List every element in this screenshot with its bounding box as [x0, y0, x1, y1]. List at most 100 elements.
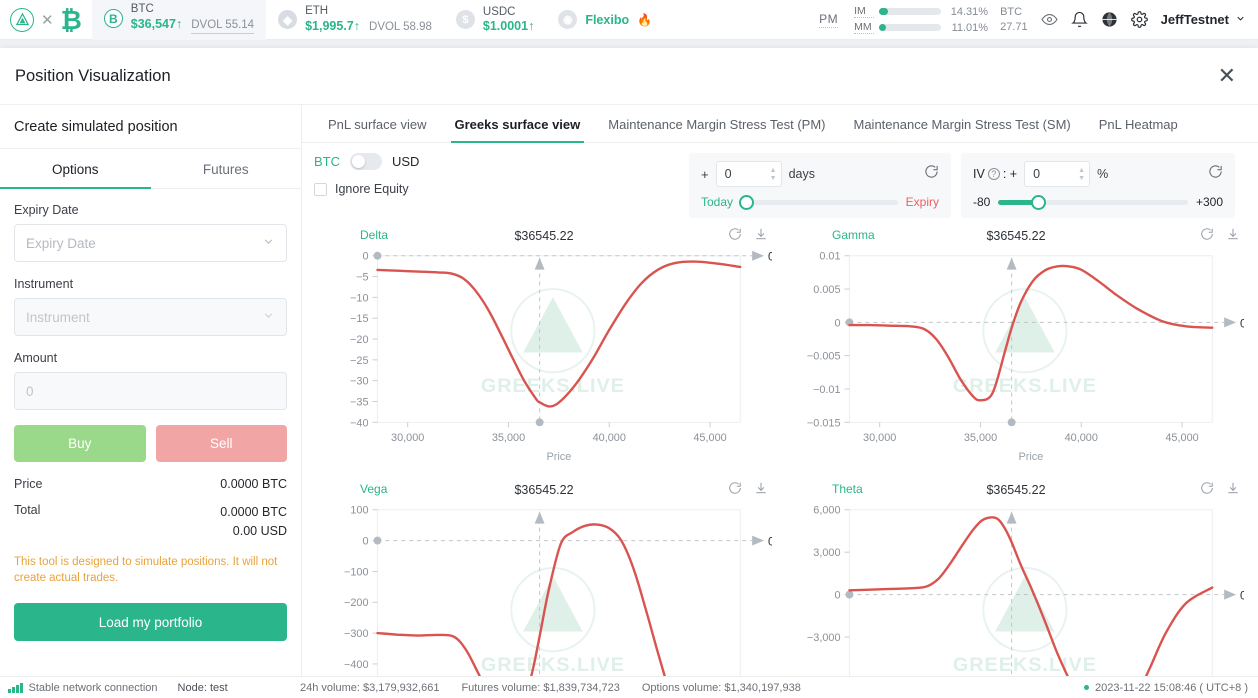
eye-icon[interactable]	[1035, 5, 1065, 35]
visualization-panel: PnL surface view Greeks surface view Mai…	[302, 105, 1258, 678]
svg-text:−40: −40	[350, 417, 368, 429]
svg-text:GREEKS.LIVE: GREEKS.LIVE	[481, 654, 625, 676]
chart-canvas-gamma: 0.01 0.005 0 −0.005 −0.01 −0.015 30,000 35,000 4…	[807, 251, 1244, 463]
iv-slider-track[interactable]	[998, 194, 1188, 210]
svg-text:Price: Price	[546, 451, 571, 463]
total-btc: 0.0000 BTC	[220, 505, 287, 519]
slider-label-min: -80	[973, 195, 991, 209]
svg-text:−0.015: −0.015	[807, 417, 841, 429]
ignore-equity-checkbox[interactable]	[314, 182, 327, 196]
chart-canvas-theta: 6,0003,0000−3,000−6,000−9,000GREEKS.LIVE…	[807, 505, 1244, 678]
tab-greeks-surface-view[interactable]: Greeks surface view	[441, 117, 595, 143]
portfolio-margin-badge[interactable]: PM	[819, 11, 839, 28]
download-icon[interactable]	[1226, 227, 1240, 246]
ticker-flexibo[interactable]: ◉ Flexibo 🔥	[546, 0, 664, 40]
bell-icon[interactable]	[1065, 5, 1095, 35]
instrument-select[interactable]: Instrument	[14, 298, 287, 336]
refresh-icon[interactable]	[728, 227, 742, 246]
greeks-chart-grid: Delta $36545.22 0 −5 −10 −15 −20 −25 −30 −35 −40…	[302, 224, 1258, 678]
chart-delta: Delta $36545.22 0 −5 −10 −15 −20 −25 −30 −35 −40…	[308, 224, 780, 478]
days-input[interactable]: 0 ▲ ▼	[715, 161, 782, 187]
svg-text:0.01: 0.01	[819, 251, 840, 263]
ticker-eth[interactable]: ◆ ETH $1,995.7↑ DVOL 58.98	[266, 0, 444, 40]
svg-text:−10: −10	[350, 292, 368, 304]
options-volume: Options volume: $1,340,197,938	[641, 681, 801, 694]
iv-label: IV ? : +	[973, 167, 1018, 181]
download-icon[interactable]	[1226, 481, 1240, 500]
help-icon[interactable]: ?	[987, 168, 1000, 180]
days-unit: days	[788, 167, 815, 181]
price-value: 0.0000 BTC	[220, 477, 287, 491]
top-navigation-bar: ✕ ₿ B BTC $36,547↑ DVOL 55.14 ◆ ETH $1,9…	[0, 0, 1258, 40]
buy-button[interactable]: Buy	[14, 425, 146, 462]
days-slider-track[interactable]	[739, 194, 898, 210]
tab-pnl-heatmap[interactable]: PnL Heatmap	[1098, 117, 1178, 132]
refresh-icon[interactable]	[1200, 227, 1214, 246]
chart-spot-price: $36545.22	[514, 229, 574, 243]
svg-text:45,000: 45,000	[693, 432, 726, 444]
gear-icon[interactable]	[1125, 5, 1155, 35]
tab-options[interactable]: Options	[0, 149, 151, 189]
usdc-icon: $	[455, 10, 475, 29]
flame-icon: 🔥	[637, 12, 653, 27]
days-stepper[interactable]: ▲ ▼	[769, 166, 777, 182]
slider-label-max: +300	[1195, 195, 1223, 209]
globe-icon[interactable]	[1095, 5, 1125, 35]
tab-mm-stress-test-sm[interactable]: Maintenance Margin Stress Test (SM)	[853, 117, 1071, 132]
svg-text:−0.005: −0.005	[807, 351, 841, 363]
slider-label-expiry: Expiry	[905, 195, 939, 209]
ticker-btc[interactable]: B BTC $36,547↑ DVOL 55.14	[91, 0, 267, 40]
chart-title-vega: Vega	[360, 481, 388, 496]
tab-pnl-surface-view[interactable]: PnL surface view	[328, 117, 427, 132]
refresh-icon[interactable]	[1200, 481, 1214, 500]
svg-text:35,000: 35,000	[492, 432, 525, 444]
chevron-down-icon	[262, 309, 275, 325]
create-position-panel: Create simulated position Options Future…	[0, 105, 302, 678]
modal-close-icon[interactable]: ✕	[1217, 63, 1236, 88]
tab-futures[interactable]: Futures	[202, 162, 249, 177]
expiry-date-select[interactable]: Expiry Date	[14, 224, 287, 262]
sell-button[interactable]: Sell	[155, 425, 287, 462]
ignore-equity-group[interactable]: Ignore Equity	[314, 182, 689, 196]
amount-input[interactable]: 0	[14, 372, 287, 410]
svg-text:−20: −20	[350, 334, 368, 346]
svg-text:3,000: 3,000	[813, 547, 840, 559]
svg-text:−3,000: −3,000	[807, 632, 841, 644]
refresh-icon[interactable]	[1194, 164, 1223, 184]
currency-toggle-switch[interactable]	[350, 153, 382, 170]
iv-input[interactable]: 0 ▲ ▼	[1024, 161, 1091, 187]
svg-text:−300: −300	[344, 628, 369, 640]
svg-text:0: 0	[834, 589, 840, 601]
btc-balance: BTC 27.71	[1000, 5, 1028, 34]
tab-mm-stress-test-pm[interactable]: Maintenance Margin Stress Test (PM)	[608, 117, 826, 132]
ticker-price: $36,547↑	[130, 16, 183, 31]
total-values: 0.0000 BTC 0.00 USD	[220, 503, 287, 542]
days-control-card: + 0 ▲ ▼ days Today	[689, 153, 951, 218]
chevron-down-icon	[262, 235, 275, 251]
svg-text:30,000: 30,000	[863, 432, 896, 444]
currency-toggle-group: BTC USD	[314, 153, 689, 170]
iv-stepper[interactable]: ▲ ▼	[1078, 166, 1086, 182]
refresh-icon[interactable]	[728, 481, 742, 500]
svg-text:0.005: 0.005	[813, 284, 840, 296]
download-icon[interactable]	[754, 481, 768, 500]
total-label: Total	[14, 503, 41, 517]
volume-stats: 24h volume: $3,179,932,661 Futures volum…	[300, 682, 801, 694]
position-visualization-modal: Position Visualization ✕ Create simulate…	[0, 48, 1258, 698]
download-icon[interactable]	[754, 227, 768, 246]
chart-spot-price: $36545.22	[514, 482, 574, 497]
ticker-usdc[interactable]: $ USDC $1.0001↑	[444, 0, 546, 40]
user-menu[interactable]: JeffTestnet	[1155, 12, 1258, 27]
refresh-icon[interactable]	[910, 164, 939, 184]
toggle-label-btc: BTC	[314, 154, 340, 169]
svg-text:−100: −100	[344, 566, 369, 578]
buy-sell-buttons: Buy Sell	[14, 425, 287, 462]
slider-label-today: Today	[701, 195, 734, 209]
greeks-live-logo-icon	[10, 7, 34, 32]
days-plus-sign: +	[701, 166, 709, 182]
amount-value: 0	[26, 383, 34, 399]
brand-logo-group[interactable]: ✕ ₿	[0, 7, 92, 33]
load-portfolio-button[interactable]: Load my portfolio	[14, 603, 287, 642]
close-icon[interactable]: ✕	[41, 11, 54, 29]
